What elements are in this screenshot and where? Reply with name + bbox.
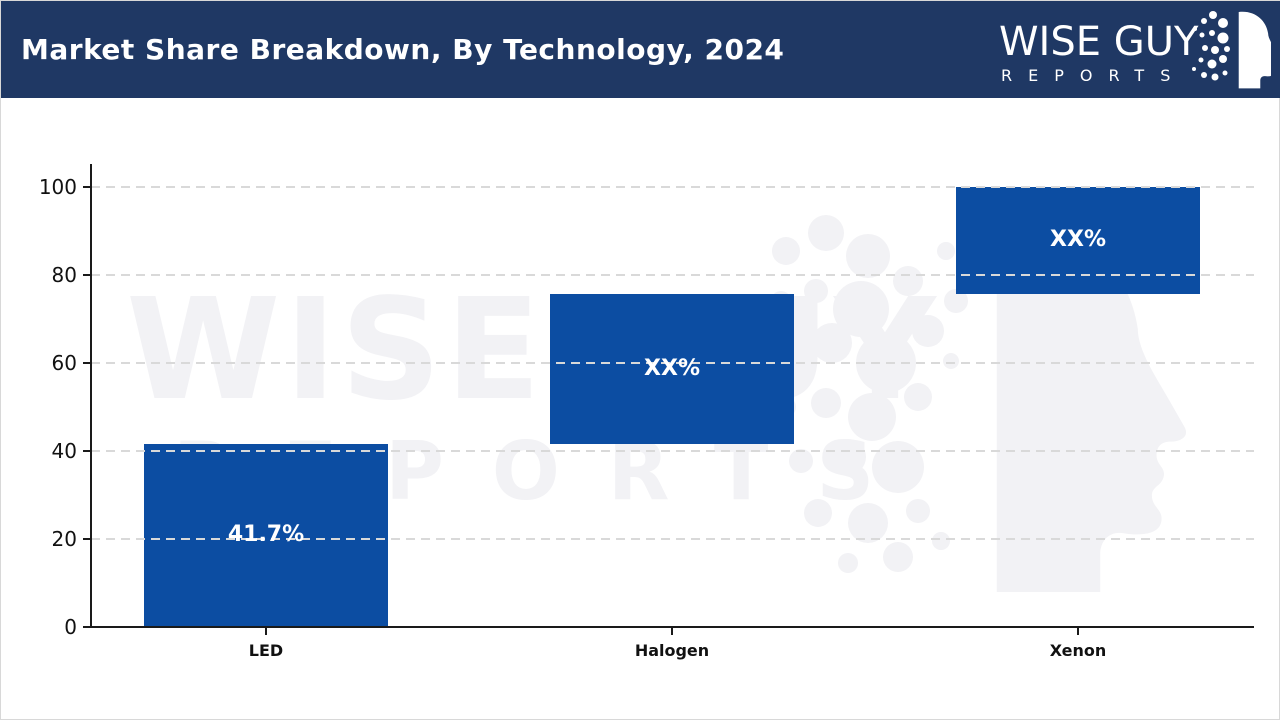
bar-value-label: XX% [644, 355, 700, 381]
header-banner: Market Share Breakdown, By Technology, 2… [1, 1, 1280, 98]
bar-led [144, 443, 388, 627]
bar-halogen [550, 293, 794, 444]
brand-logo: WISE GUY REPORTS [999, 7, 1279, 97]
bar-xenon [956, 187, 1200, 294]
x-tick-label: Xenon [1049, 641, 1107, 660]
logo-subtext: REPORTS [1001, 66, 1186, 85]
y-tick-label: 40 [51, 439, 77, 463]
gridline-100 [91, 186, 1254, 188]
logo-face-dots-icon [1192, 11, 1279, 89]
y-tick-label: 60 [51, 351, 77, 375]
y-tick-label: 80 [51, 263, 77, 287]
y-axis-line [90, 164, 92, 628]
x-tick-mark [671, 628, 673, 635]
x-axis-line [90, 626, 1254, 628]
gridline-80 [91, 274, 1254, 276]
gridline-20 [91, 538, 1254, 540]
bar-value-label: 41.7% [227, 522, 305, 548]
y-tick-label: 0 [64, 615, 77, 639]
y-tick-mark [83, 362, 91, 364]
page-title: Market Share Breakdown, By Technology, 2… [21, 33, 785, 66]
y-tick-label: 100 [38, 175, 77, 199]
y-tick-mark [83, 538, 91, 540]
x-tick-label: LED [248, 641, 284, 660]
gridline-40 [91, 450, 1254, 452]
y-tick-label: 20 [51, 527, 77, 551]
y-tick-mark [83, 274, 91, 276]
bar-value-label: XX% [1050, 227, 1106, 253]
x-tick-mark [1077, 628, 1079, 635]
x-tick-label: Halogen [634, 641, 710, 660]
y-tick-mark [83, 186, 91, 188]
logo-wordmark: WISE GUY [999, 19, 1199, 65]
y-tick-mark [83, 450, 91, 452]
y-tick-mark [83, 626, 91, 628]
gridline-60 [91, 362, 1254, 364]
x-tick-mark [265, 628, 267, 635]
